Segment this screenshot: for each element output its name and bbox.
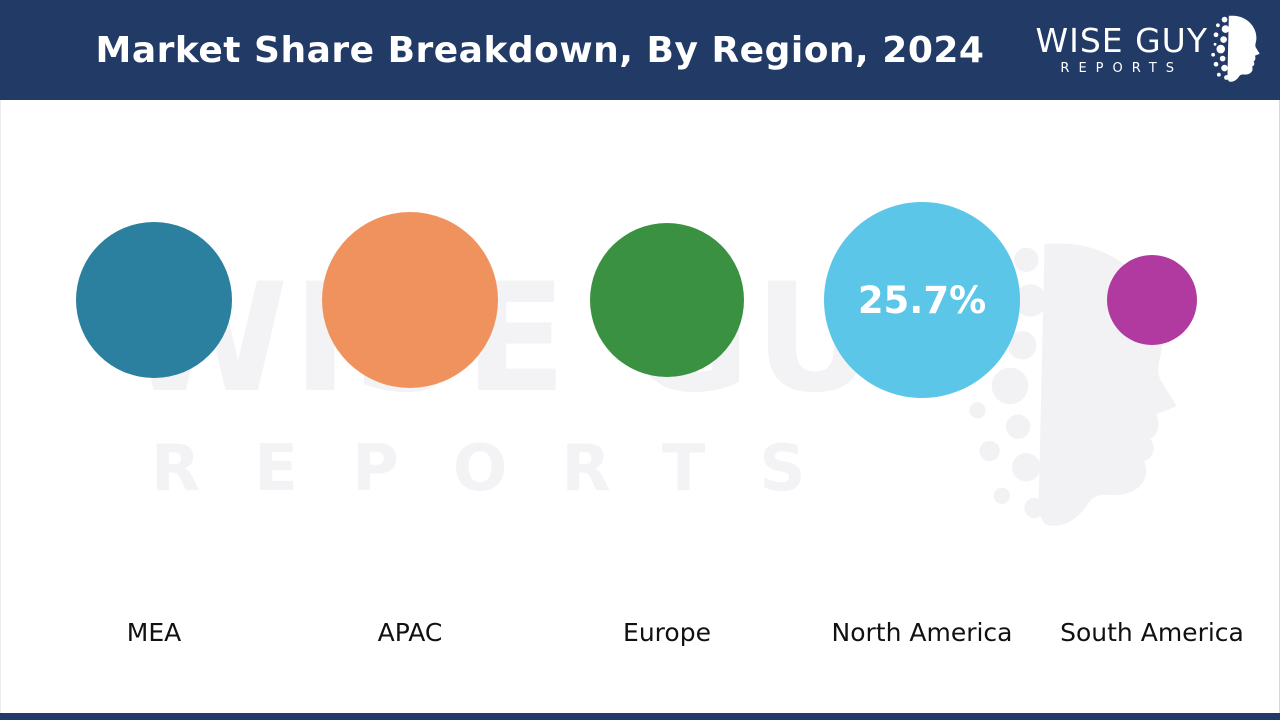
wise-guy-face-icon — [1206, 12, 1264, 88]
category-label-south-america: South America — [1060, 618, 1244, 647]
bubble-south-america — [1107, 255, 1197, 345]
category-label-north-america: North America — [831, 618, 1013, 647]
bubble-europe — [590, 223, 744, 377]
logo-subtext: REPORTS — [1060, 60, 1184, 76]
bubble-mea — [76, 222, 232, 378]
bubble-apac — [322, 212, 498, 388]
footer-bar — [0, 713, 1280, 720]
category-label-apac: APAC — [377, 618, 443, 647]
logo-wordmark: WISE GUY — [1035, 21, 1208, 61]
chart-area: WISE GUY REPORTS 25.7% MEA APAC Europe Nort… — [0, 100, 1280, 713]
bubble-north-america: 25.7% — [824, 202, 1020, 398]
page-title: Market Share Breakdown, By Region, 2024 — [95, 29, 985, 71]
wise-guy-logo: WISE GUY REPORTS — [1035, 8, 1264, 92]
watermark-subtext: REPORTS — [151, 432, 860, 506]
category-label-mea: MEA — [126, 618, 182, 647]
category-label-europe: Europe — [623, 618, 711, 647]
header-bar: Market Share Breakdown, By Region, 2024 … — [0, 0, 1280, 100]
bubble-value-label: 25.7% — [857, 278, 987, 322]
logo-text: WISE GUY REPORTS — [1035, 24, 1208, 76]
